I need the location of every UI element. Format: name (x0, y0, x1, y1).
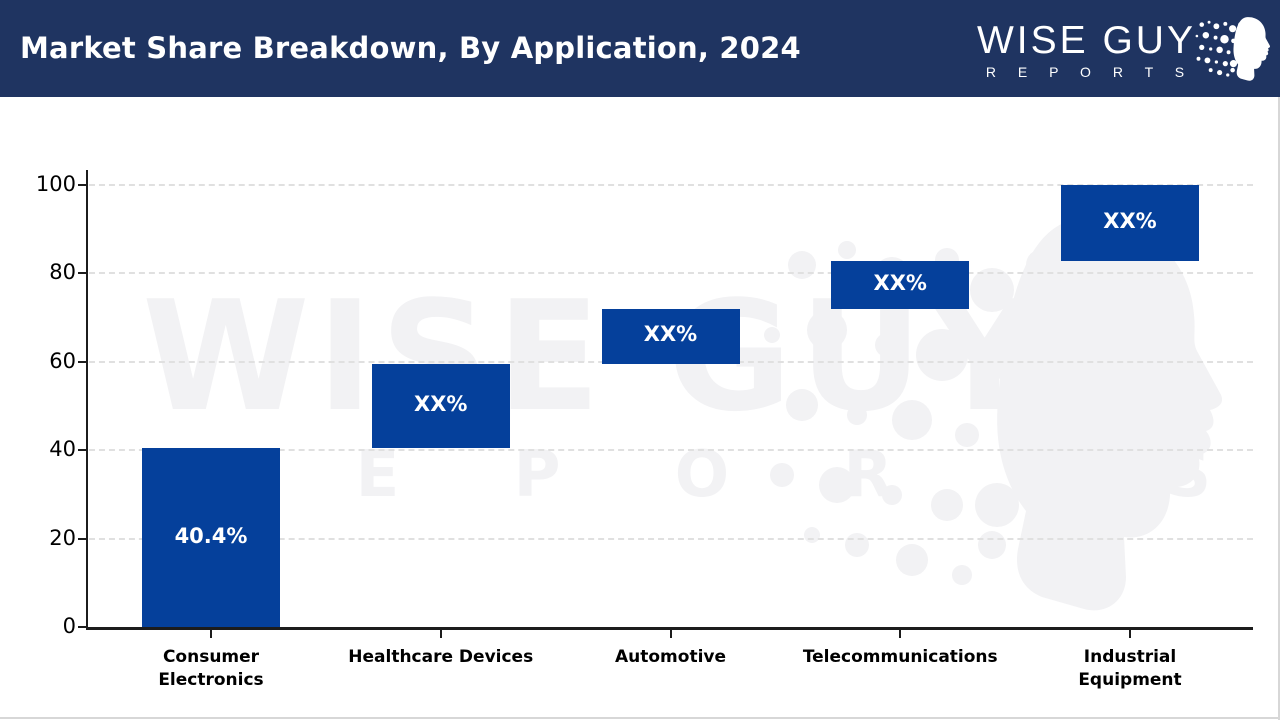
x-category-label: Industrial Equipment (1078, 647, 1182, 690)
right-edge-line (1278, 97, 1280, 720)
bar-consumer-electronics (142, 448, 280, 627)
x-category-label: Automotive (614, 647, 727, 667)
y-tick-label-60: 60 (49, 348, 76, 373)
x-tick-mark (210, 630, 212, 638)
header-band: Market Share Breakdown, By Application, … (0, 0, 1280, 97)
logo-face-icon (1195, 17, 1270, 81)
bar-value-label: XX% (414, 392, 468, 417)
y-tick-label-80: 80 (49, 260, 76, 285)
x-category-label: Healthcare Devices (348, 647, 534, 667)
watermark-face-icon (764, 218, 1222, 611)
gridline-20 (89, 537, 1253, 540)
bar-telecommunications (831, 260, 970, 309)
bar-value-label: 40.4% (174, 523, 248, 548)
y-axis-spine (86, 170, 88, 630)
bar-value-label: XX% (1103, 208, 1157, 233)
y-tick-mark-40 (78, 449, 86, 452)
y-tick-label-40: 40 (49, 437, 76, 462)
logo-wordmark: WISE GUY (976, 18, 1196, 62)
x-tick-mark (669, 630, 672, 638)
x-category-label: Consumer Electronics (158, 647, 264, 690)
y-tick-label-0: 0 (62, 614, 76, 638)
gridline-40 (89, 449, 1253, 452)
x-tick-mark (899, 630, 902, 638)
x-tick-mark (439, 630, 442, 638)
bar-value-label: XX% (873, 270, 927, 295)
y-tick-mark-100 (78, 184, 86, 186)
x-tick-mark (1129, 630, 1131, 638)
y-tick-mark-80 (78, 272, 86, 275)
y-tick-label-20: 20 (49, 525, 76, 550)
y-tick-label-100: 100 (35, 172, 76, 196)
logo-subtitle: R E P O R T S (985, 63, 1194, 80)
x-category-label: Telecommunications (802, 647, 998, 667)
logo-text: WISE GUY R E P O R T S (977, 19, 1196, 80)
bar-industrial-equipment (1061, 185, 1199, 261)
y-tick-mark-60 (78, 360, 86, 363)
bar-automotive (601, 308, 740, 364)
wise-guy-reports-logo: WISE GUY R E P O R T S (977, 8, 1270, 90)
x-axis-spine (86, 627, 1253, 630)
bar-value-label: XX% (643, 322, 698, 347)
gridline-100 (89, 184, 1253, 186)
y-tick-mark-0 (78, 626, 86, 628)
bar-healthcare-devices (371, 364, 510, 449)
bottom-edge-line (0, 717, 1280, 719)
y-tick-mark-20 (78, 537, 86, 540)
gridline-80 (89, 272, 1253, 275)
chart-title: Market Share Breakdown, By Application, … (20, 31, 801, 65)
